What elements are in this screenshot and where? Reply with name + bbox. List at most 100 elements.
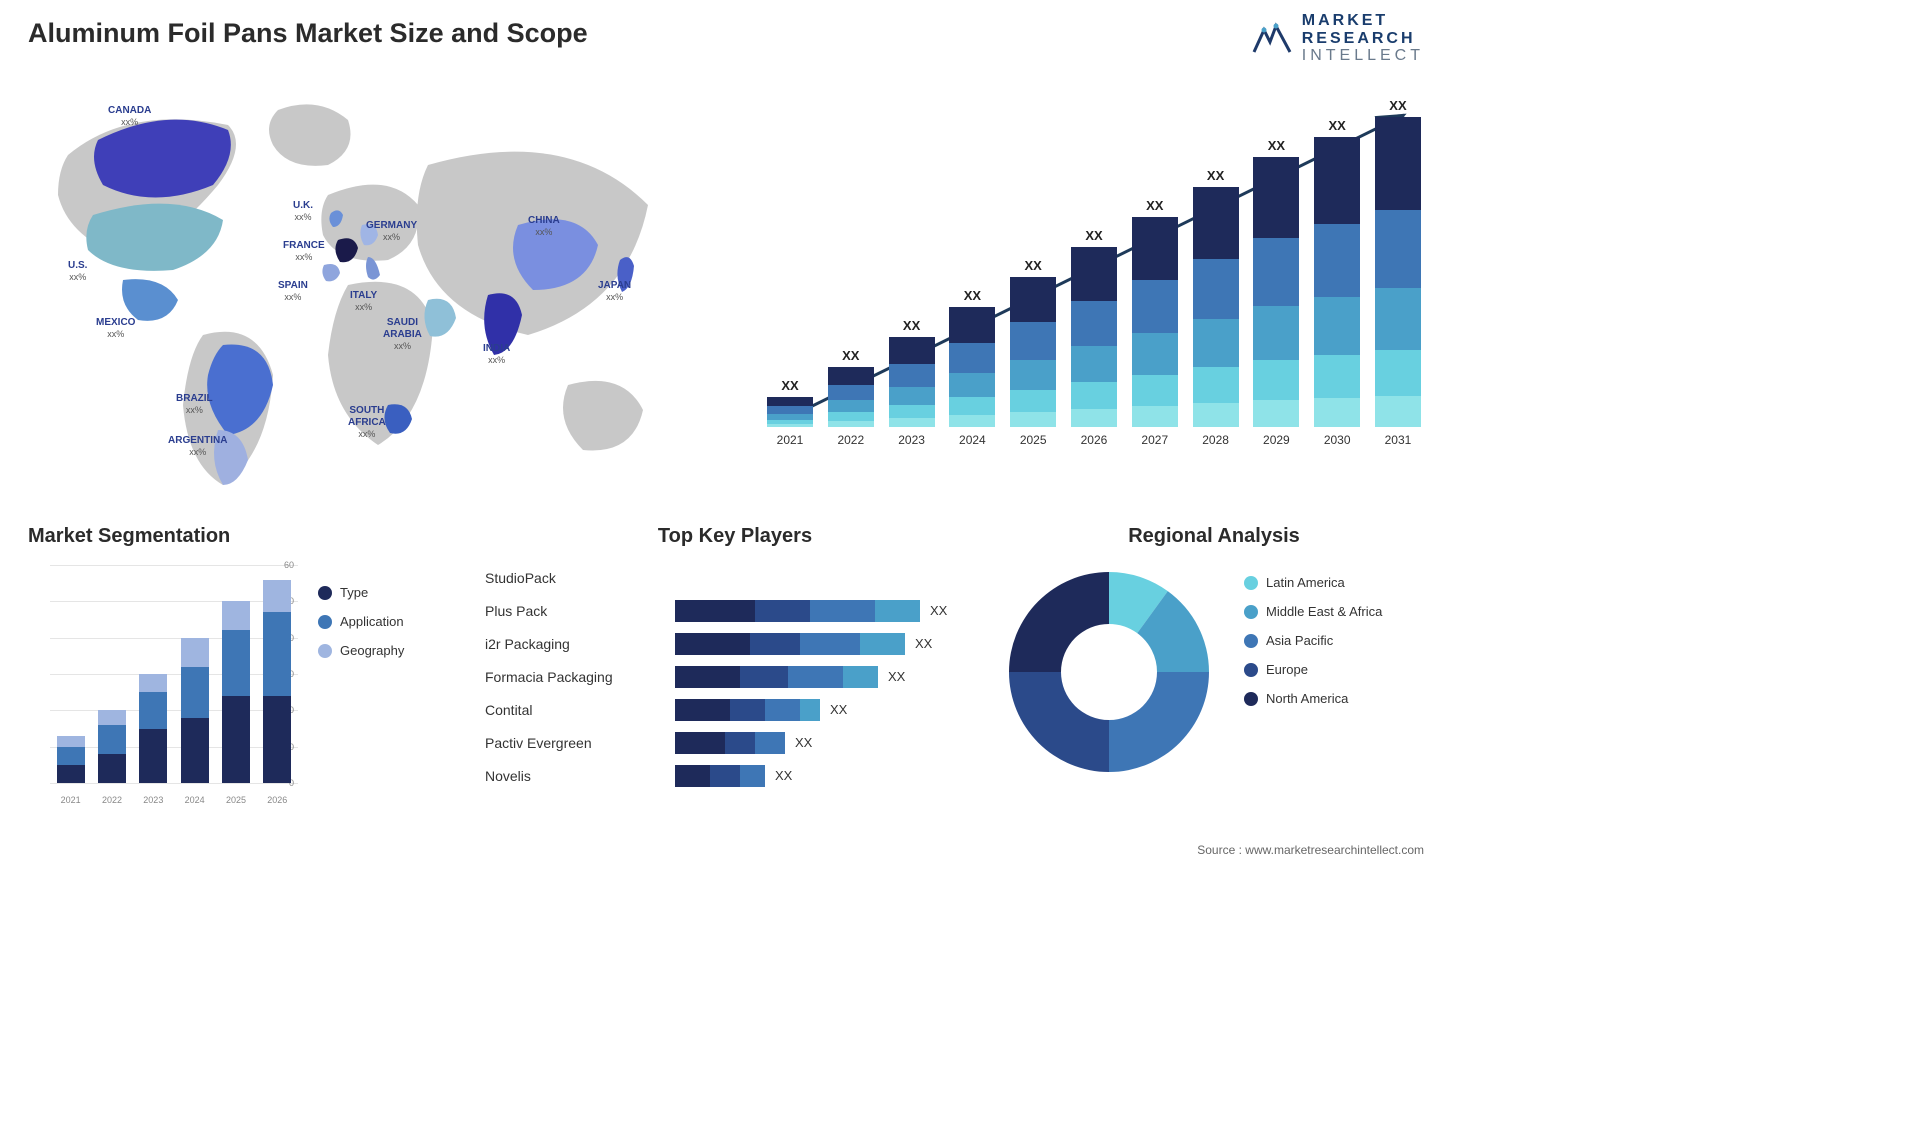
map-label: JAPANxx%: [598, 280, 631, 304]
growth-bar-column: XX2030: [1311, 118, 1363, 447]
players-section: Top Key Players StudioPackPlus PackXXi2r…: [485, 525, 985, 815]
map-label: SOUTHAFRICAxx%: [348, 405, 386, 441]
map-label: CANADAxx%: [108, 105, 151, 129]
page-title: Aluminum Foil Pans Market Size and Scope: [28, 18, 588, 49]
map-label: FRANCExx%: [283, 240, 325, 264]
player-row: ContitalXX: [485, 693, 985, 726]
growth-bar: [767, 397, 813, 427]
world-map: CANADAxx%U.S.xx%MEXICOxx%BRAZILxx%ARGENT…: [28, 85, 708, 485]
growth-bar: [1132, 217, 1178, 427]
map-label: INDIAxx%: [483, 343, 510, 367]
seg-bar: [57, 736, 85, 783]
growth-bar: [1010, 277, 1056, 427]
growth-bar-label: XX: [1025, 258, 1042, 273]
player-name: Pactiv Evergreen: [485, 735, 675, 751]
regional-section: Regional Analysis Latin America Middle Ea…: [1004, 525, 1424, 815]
growth-year-label: 2026: [1081, 433, 1108, 447]
segmentation-legend: Type Application Geography: [318, 585, 404, 672]
player-value: XX: [888, 669, 905, 684]
player-name: Novelis: [485, 768, 675, 784]
seg-bar: [98, 710, 126, 783]
growth-bar-label: XX: [1389, 98, 1406, 113]
seg-bar: [263, 580, 291, 783]
legend-item: Type: [318, 585, 404, 600]
regional-legend: Latin America Middle East & Africa Asia Pa…: [1244, 575, 1382, 720]
legend-item: Middle East & Africa: [1244, 604, 1382, 619]
map-label: MEXICOxx%: [96, 317, 135, 341]
legend-dot-icon: [1244, 692, 1258, 706]
seg-year-label: 2022: [102, 795, 122, 805]
growth-bar-column: XX2027: [1129, 198, 1181, 447]
growth-bar-column: XX2026: [1068, 228, 1120, 447]
growth-bar-column: XX 2023: [886, 318, 938, 447]
player-row: Formacia Packaging XX: [485, 660, 985, 693]
segmentation-section: Market Segmentation 01020304050602021202…: [28, 525, 458, 815]
legend-label: Asia Pacific: [1266, 633, 1333, 648]
growth-bar-label: XX: [1329, 118, 1346, 133]
seg-bar-column: [136, 674, 170, 783]
legend-dot-icon: [318, 615, 332, 629]
segmentation-title: Market Segmentation: [28, 525, 458, 548]
logo-line1: MARKET: [1302, 12, 1424, 30]
player-value: XX: [830, 702, 847, 717]
growth-bar: [1193, 187, 1239, 427]
player-row: StudioPack: [485, 561, 985, 594]
growth-bar-label: XX: [1207, 168, 1224, 183]
map-label: SAUDIARABIAxx%: [383, 317, 422, 353]
player-value: XX: [795, 735, 812, 750]
legend-label: Middle East & Africa: [1266, 604, 1382, 619]
legend-dot-icon: [1244, 605, 1258, 619]
player-value: XX: [775, 768, 792, 783]
growth-chart: XX2021XX2022XX2023XX2024XX2025XX2026XX20…: [764, 95, 1424, 475]
player-bar: [675, 633, 905, 655]
map-label: CHINAxx%: [528, 215, 560, 239]
seg-bar-column: [54, 736, 88, 783]
growth-bar-column: XX2029: [1250, 138, 1302, 447]
logo-icon: [1250, 16, 1294, 60]
seg-bar: [181, 638, 209, 783]
player-name: Formacia Packaging: [485, 669, 675, 685]
seg-bar-column: [178, 638, 212, 783]
player-row: Plus PackXX: [485, 594, 985, 627]
legend-item: Latin America: [1244, 575, 1382, 590]
seg-bar-column: [260, 580, 294, 783]
growth-bar-label: XX: [903, 318, 920, 333]
seg-bar: [139, 674, 167, 783]
legend-item: Application: [318, 614, 404, 629]
player-bar: [675, 666, 878, 688]
growth-year-label: 2022: [837, 433, 864, 447]
map-label: ARGENTINAxx%: [168, 435, 227, 459]
regional-title: Regional Analysis: [1004, 525, 1424, 548]
segmentation-chart: 0102030405060202120222023202420252026: [28, 565, 298, 805]
legend-item: Geography: [318, 643, 404, 658]
growth-bar: [889, 337, 935, 427]
player-value: XX: [930, 603, 947, 618]
growth-year-label: 2021: [777, 433, 804, 447]
growth-year-label: 2023: [898, 433, 925, 447]
legend-label: North America: [1266, 691, 1348, 706]
growth-bar-column: XX2031: [1372, 98, 1424, 447]
legend-item: Asia Pacific: [1244, 633, 1382, 648]
legend-dot-icon: [1244, 663, 1258, 677]
legend-label: Geography: [340, 643, 404, 658]
growth-bar: [828, 367, 874, 427]
player-bar: [675, 732, 785, 754]
map-label: BRAZILxx%: [176, 393, 213, 417]
regional-donut: [1004, 567, 1214, 777]
growth-bar: [1253, 157, 1299, 427]
growth-bar: [1071, 247, 1117, 427]
legend-dot-icon: [318, 586, 332, 600]
logo-line2: RESEARCH: [1302, 30, 1424, 48]
logo-line3: INTELLECT: [1302, 47, 1424, 65]
seg-bar-column: [95, 710, 129, 783]
growth-bar-column: XX2025: [1007, 258, 1059, 447]
legend-label: Application: [340, 614, 404, 629]
growth-bar-column: XX2024: [946, 288, 998, 447]
map-label: SPAINxx%: [278, 280, 308, 304]
growth-bar: [1314, 137, 1360, 427]
legend-label: Europe: [1266, 662, 1308, 677]
map-label: ITALYxx%: [350, 290, 377, 314]
growth-bar-label: XX: [964, 288, 981, 303]
player-bar: [675, 600, 920, 622]
growth-bar-column: XX2022: [825, 348, 877, 447]
